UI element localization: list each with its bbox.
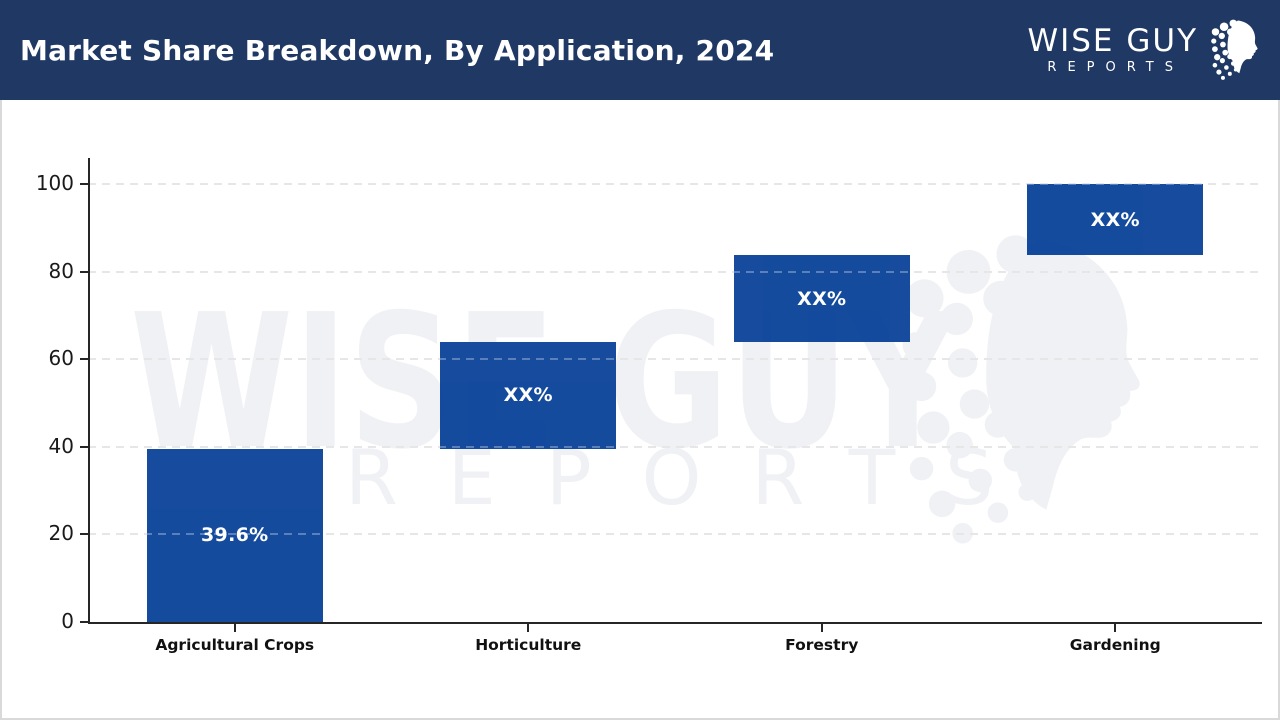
bar-label-horticulture: XX% <box>503 384 553 407</box>
y-axis-tick <box>80 358 88 361</box>
bar-label-gardening: XX% <box>1090 208 1140 231</box>
y-tick-label: 20 <box>48 521 74 546</box>
y-tick-label: 100 <box>35 171 74 195</box>
y-axis-tick <box>80 270 88 273</box>
x-axis-tick <box>1114 624 1117 632</box>
bar-forestry: XX% <box>733 255 910 342</box>
x-axis-tick <box>527 624 530 632</box>
bar-label-agricultural-crops: 39.6% <box>201 524 268 546</box>
y-axis-line <box>88 158 90 624</box>
gridline-overlay <box>88 183 1262 185</box>
y-axis-tick <box>80 621 88 623</box>
gridline <box>88 533 1262 536</box>
watermark-head-icon <box>902 235 1140 544</box>
gridline-overlay <box>88 358 1262 361</box>
x-axis-label-agricultural-crops: Agricultural Crops <box>155 636 315 654</box>
gridline-overlay <box>88 270 1262 273</box>
x-axis-label-gardening: Gardening <box>1069 636 1161 654</box>
chart-area: WISE GUY REPORTS 02040608010039.6%Agricu… <box>0 100 1280 720</box>
logo-text: WISE GUY REPORTS <box>1027 23 1198 75</box>
x-axis-line <box>88 622 1262 624</box>
x-axis-tick <box>820 624 823 632</box>
y-tick-label: 0 <box>61 609 74 633</box>
plot-area: 0 20 40 60 80 100 39.6% Agricultural Crops XX% Ho… <box>36 158 1262 654</box>
gridline-overlay <box>88 533 1262 536</box>
x-axis-label-forestry: Forestry <box>785 636 859 654</box>
header-bar: Market Share Breakdown, By Application, … <box>0 0 1280 100</box>
x-axis-label-horticulture: Horticulture <box>475 636 582 654</box>
gridline <box>88 445 1262 448</box>
gridline-overlay <box>88 445 1262 448</box>
y-axis-tick <box>80 533 88 536</box>
page-title: Market Share Breakdown, By Application, … <box>20 33 775 67</box>
y-tick-label: 60 <box>48 346 74 371</box>
bar-gardening: XX% <box>1027 184 1204 256</box>
y-axis-tick <box>80 183 88 185</box>
logo-sub-text: REPORTS <box>1047 60 1185 75</box>
bar-agricultural-crops: 39.6% <box>146 448 323 622</box>
gridline <box>88 183 1262 185</box>
x-axis-tick <box>233 624 236 632</box>
y-tick-label: 40 <box>48 433 74 458</box>
gridline <box>88 358 1262 361</box>
bar-label-forestry: XX% <box>797 287 847 310</box>
y-tick-label: 80 <box>48 258 74 283</box>
logo-brand-text: WISE GUY <box>1027 23 1198 59</box>
wise-guy-head-icon <box>1211 19 1258 80</box>
gridline <box>88 270 1262 273</box>
bar-horticulture: XX% <box>440 341 617 449</box>
wise-guy-logo: WISE GUY REPORTS <box>1027 17 1280 83</box>
watermark-sub-text: REPORTS <box>345 433 1044 522</box>
y-axis-tick <box>80 445 88 448</box>
